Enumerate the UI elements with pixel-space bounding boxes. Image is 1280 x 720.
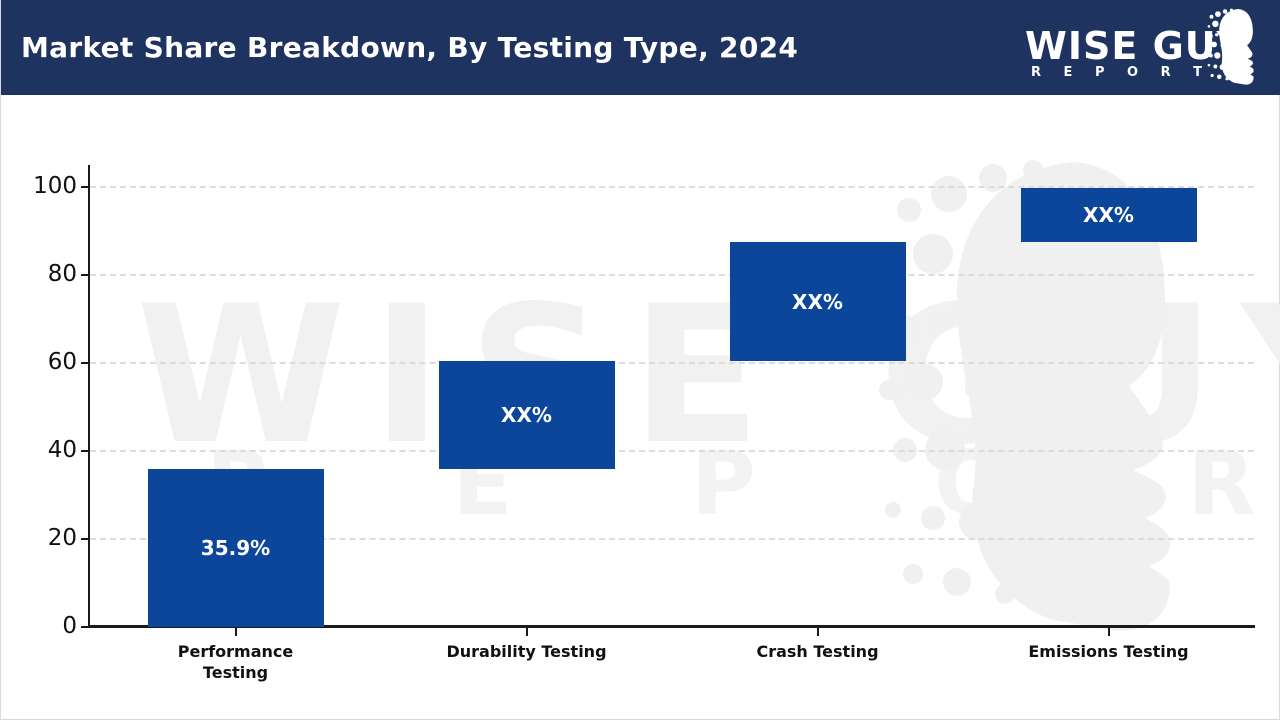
logo-subtext: R E P O R T S (1031, 65, 1243, 80)
page-title: Market Share Breakdown, By Testing Type,… (21, 31, 799, 64)
bar-durability-testing: XX% (438, 361, 615, 470)
x-tick-label: Performance Testing (177, 642, 294, 682)
y-tick (81, 450, 89, 452)
x-tick (234, 628, 237, 636)
x-tick (816, 628, 819, 636)
y-tick (81, 362, 89, 364)
bar-value-label: XX% (792, 289, 843, 314)
bar-crash-testing: XX% (729, 242, 906, 362)
x-tick (525, 628, 528, 636)
y-tick (81, 186, 89, 188)
gridline (90, 186, 1254, 188)
gridline (90, 362, 1254, 364)
bar-value-label: 35.9% (200, 536, 271, 560)
y-tick (81, 538, 89, 540)
gridline (90, 450, 1254, 452)
y-tick-label: 20 (47, 525, 77, 551)
y-tick (81, 274, 89, 276)
x-tick-label: Crash Testing (756, 642, 879, 661)
y-axis (88, 165, 90, 627)
x-axis (88, 625, 1255, 628)
y-tick-label: 100 (33, 173, 77, 199)
y-tick-label: 40 (47, 437, 77, 463)
bar-performance-testing: 35.9% (147, 469, 324, 627)
gridline (90, 538, 1254, 540)
waterfall-chart: 0 20 40 60 80 100 35.9% XX% XX% XX% Performance T… (1, 95, 1280, 720)
y-tick (81, 626, 89, 628)
bar-emissions-testing: XX% (1020, 187, 1197, 242)
gridline (90, 274, 1254, 276)
header-bar: Market Share Breakdown, By Testing Type,… (1, 0, 1280, 95)
y-tick-label: 80 (47, 261, 77, 287)
bar-value-label: XX% (1083, 202, 1134, 227)
x-tick-label: Durability Testing (446, 642, 607, 661)
y-tick-label: 60 (47, 349, 77, 375)
y-tick-label: 0 (62, 613, 77, 639)
dotted-head-icon (1205, 7, 1271, 91)
x-tick (1107, 628, 1110, 636)
bar-value-label: XX% (501, 403, 552, 428)
x-tick-label: Emissions Testing (1028, 642, 1189, 661)
wise-guy-reports-logo: WISE GUY R E P O R T S (1007, 0, 1267, 95)
